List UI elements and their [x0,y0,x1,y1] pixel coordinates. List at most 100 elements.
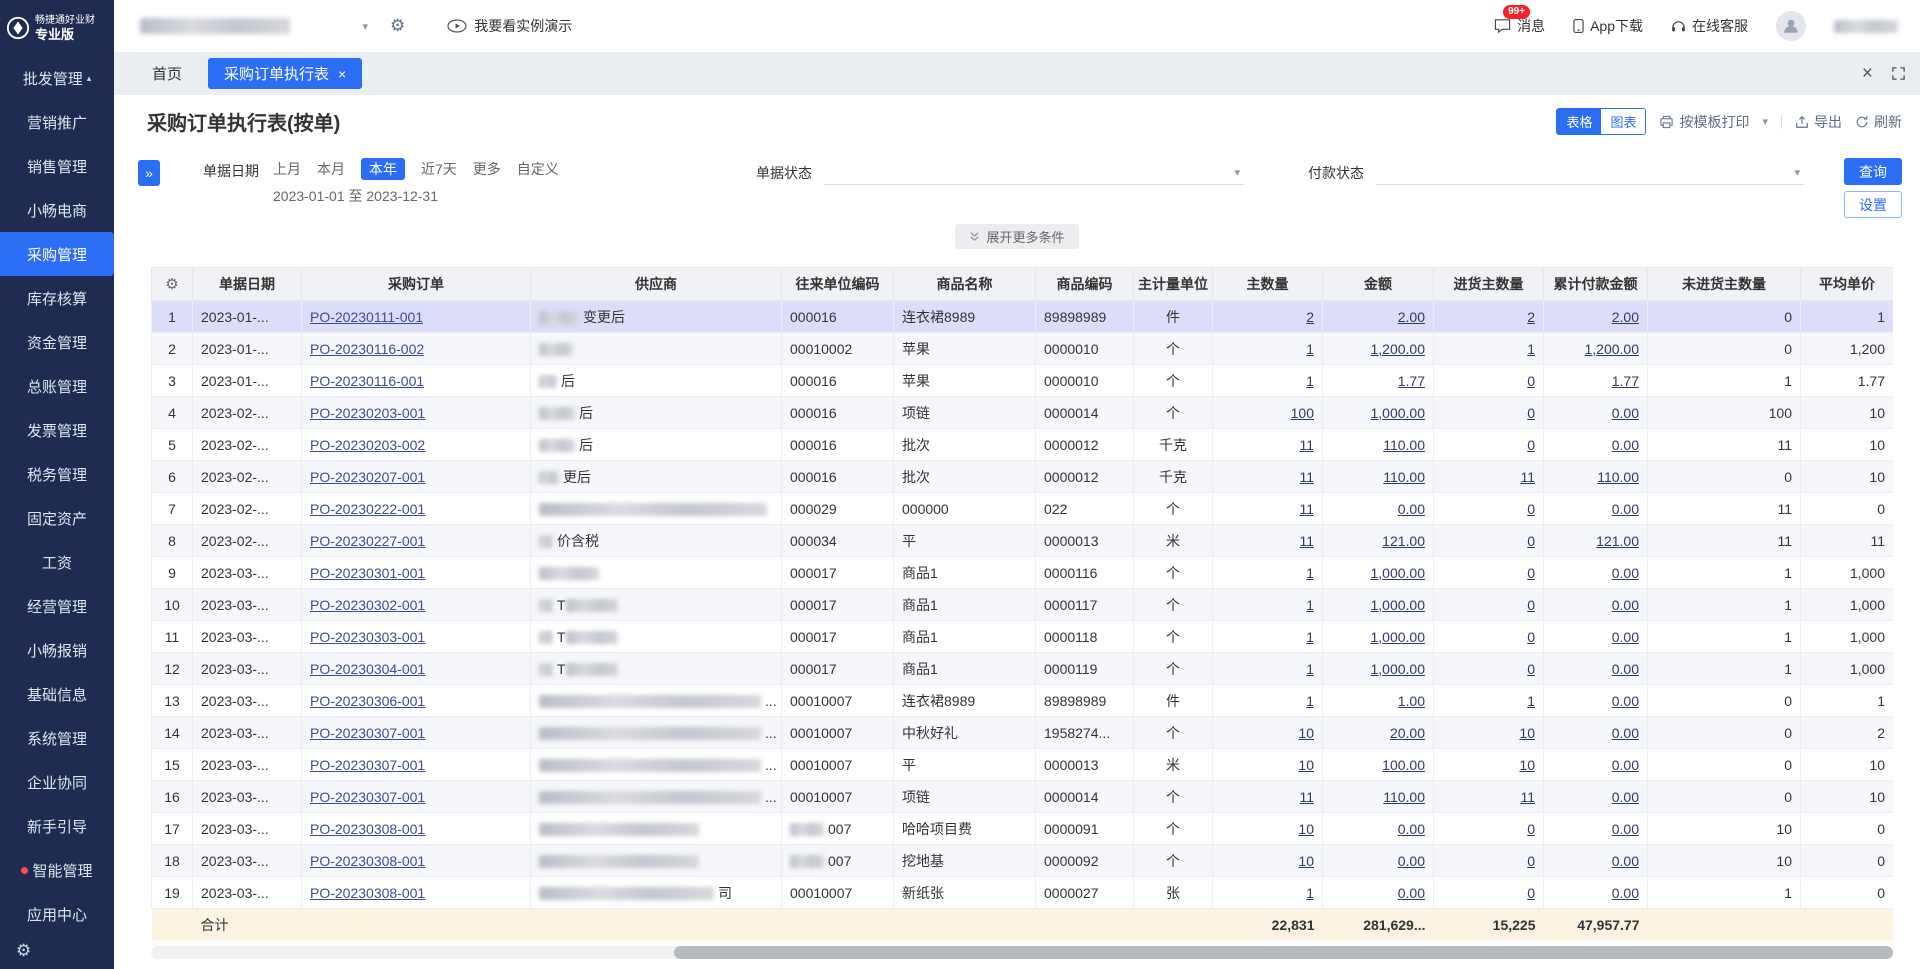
cell-qty-link[interactable]: 11 [1299,532,1314,549]
cell-qty-link[interactable]: 1 [1306,340,1314,357]
table-row-7[interactable]: 7 2023-02-... PO-20230222-001 000029 000000 0… [151,492,1893,525]
sidebar-item-system[interactable]: 系统管理 [0,716,114,760]
cell-qty-link[interactable]: 1 [1306,660,1314,677]
cell-paid-amount-link[interactable]: 0.00 [1611,660,1639,677]
fullscreen-icon[interactable] [1891,66,1906,81]
cell-in-qty-link[interactable]: 0 [1527,596,1535,613]
cell-paid-amount-link[interactable]: 0.00 [1611,788,1639,805]
sidebar-item-marketing[interactable]: 营销推广 [0,100,114,144]
expand-more-button[interactable]: 展开更多条件 [955,224,1079,249]
table-row-6[interactable]: 6 2023-02-... PO-20230207-001 更后 000016 批次 000… [151,460,1893,493]
cell-qty-link[interactable]: 2 [1306,308,1314,325]
column-header-12[interactable]: 平均单价 [1800,267,1893,301]
cell-amount-link[interactable]: 1,200.00 [1370,340,1426,357]
cell-in-qty-link[interactable]: 0 [1527,820,1535,837]
cell-paid-amount-link[interactable]: 0.00 [1611,404,1639,421]
print-template-button[interactable]: 按模板打印 [1659,112,1749,132]
po-link[interactable]: PO-20230207-001 [310,468,426,485]
cell-in-qty-link[interactable]: 2 [1527,308,1535,325]
cell-amount-link[interactable]: 110.00 [1383,436,1425,453]
table-row-19[interactable]: 19 2023-03-... PO-20230308-001 司 00010007 新纸张… [151,876,1893,909]
cell-in-qty-link[interactable]: 10 [1519,724,1535,741]
date-option-5[interactable]: 自定义 [516,161,559,177]
table-row-18[interactable]: 18 2023-03-... PO-20230308-001 007 挖地基 000009… [151,844,1893,877]
date-range-value[interactable]: 2023-01-01 至 2023-12-31 [273,188,439,204]
cell-amount-link[interactable]: 1.00 [1397,692,1425,709]
refresh-button[interactable]: 刷新 [1855,112,1902,132]
cell-paid-amount-link[interactable]: 1.77 [1611,372,1639,389]
table-row-15[interactable]: 15 2023-03-... PO-20230307-001... 00010007 平… [151,748,1893,781]
cell-amount-link[interactable]: 100.00 [1382,756,1425,773]
date-option-1[interactable]: 本月 [317,161,345,177]
table-row-11[interactable]: 11 2023-03-... PO-20230303-001 T 000017 商品1 00… [151,620,1893,653]
cell-paid-amount-link[interactable]: 110.00 [1597,468,1639,485]
cell-amount-link[interactable]: 1.77 [1397,372,1425,389]
cell-in-qty-link[interactable]: 1 [1527,340,1535,357]
cell-paid-amount-link[interactable]: 2.00 [1611,308,1639,325]
cell-paid-amount-link[interactable]: 0.00 [1611,596,1639,613]
cell-paid-amount-link[interactable]: 0.00 [1611,564,1639,581]
column-header-0[interactable]: 单据日期 [192,267,302,301]
cell-qty-link[interactable]: 1 [1306,884,1314,901]
table-row-13[interactable]: 13 2023-03-... PO-20230306-001... 00010007 连… [151,684,1893,717]
cell-amount-link[interactable]: 2.00 [1397,308,1425,325]
po-link[interactable]: PO-20230301-001 [310,564,426,581]
cell-amount-link[interactable]: 0.00 [1397,500,1425,517]
po-link[interactable]: PO-20230304-001 [310,660,426,677]
cell-amount-link[interactable]: 20.00 [1389,724,1425,741]
tab-home[interactable]: 首页 [136,58,198,89]
column-header-3[interactable]: 往来单位编码 [781,267,894,301]
table-row-17[interactable]: 17 2023-03-... PO-20230308-001 007 哈哈项目费 0000… [151,812,1893,845]
po-link[interactable]: PO-20230116-001 [310,372,425,389]
po-link[interactable]: PO-20230203-001 [310,404,426,421]
export-button[interactable]: 导出 [1795,112,1842,132]
tab-close-icon[interactable]: × [338,65,347,82]
cell-in-qty-link[interactable]: 0 [1527,404,1535,421]
sidebar-item-collaboration[interactable]: 企业协同 [0,760,114,804]
avatar[interactable] [1776,11,1806,41]
cell-in-qty-link[interactable]: 0 [1527,884,1535,901]
cell-in-qty-link[interactable]: 0 [1527,500,1535,517]
scrollbar-thumb[interactable] [673,946,1893,959]
column-header-6[interactable]: 主计量单位 [1133,267,1213,301]
column-header-1[interactable]: 采购订单 [301,267,531,301]
sidebar-item-expense[interactable]: 小畅报销 [0,628,114,672]
column-header-4[interactable]: 商品名称 [893,267,1036,301]
cell-in-qty-link[interactable]: 0 [1527,372,1535,389]
po-link[interactable]: PO-20230116-002 [310,340,425,357]
search-button[interactable]: 查询 [1844,158,1902,185]
org-selector[interactable]: ▾ [140,18,368,34]
po-link[interactable]: PO-20230307-001 [310,756,426,773]
online-service-button[interactable]: 在线客服 [1671,16,1748,36]
app-download-button[interactable]: App下载 [1573,16,1643,36]
column-header-5[interactable]: 商品编码 [1035,267,1134,301]
messages-button[interactable]: 99+ 消息 [1494,5,1545,36]
date-option-2[interactable]: 本年 [361,158,405,180]
table-row-12[interactable]: 12 2023-03-... PO-20230304-001 T 000017 商品1 00… [151,652,1893,685]
table-row-14[interactable]: 14 2023-03-... PO-20230307-001... 00010007 中… [151,716,1893,749]
sidebar-item-smart[interactable]: 智能管理 [0,848,114,892]
settings-button[interactable]: 设置 [1844,191,1902,218]
view-chart-button[interactable]: 图表 [1601,109,1646,134]
sidebar-item-basic-info[interactable]: 基础信息 [0,672,114,716]
po-link[interactable]: PO-20230203-002 [310,436,426,453]
cell-qty-link[interactable]: 1 [1306,596,1314,613]
po-link[interactable]: PO-20230111-001 [310,308,424,325]
column-header-7[interactable]: 主数量 [1212,267,1323,301]
po-link[interactable]: PO-20230307-001 [310,724,426,741]
close-all-tabs-icon[interactable]: × [1861,63,1873,84]
date-option-4[interactable]: 更多 [472,161,501,177]
cell-qty-link[interactable]: 10 [1298,724,1314,741]
cell-amount-link[interactable]: 1,000.00 [1370,628,1426,645]
column-header-10[interactable]: 累计付款金额 [1543,267,1648,301]
print-dropdown-chevron-icon[interactable]: ▾ [1762,116,1768,128]
table-row-1[interactable]: 1 2023-01-... PO-20230111-001 变更后 000016 连衣裙8… [151,300,1893,333]
cell-paid-amount-link[interactable]: 0.00 [1611,884,1639,901]
cell-in-qty-link[interactable]: 0 [1527,532,1535,549]
cell-amount-link[interactable]: 110.00 [1383,788,1425,805]
table-row-3[interactable]: 3 2023-01-... PO-20230116-001 后 000016 苹果 0000… [151,364,1893,397]
cell-amount-link[interactable]: 1,000.00 [1370,404,1426,421]
cell-in-qty-link[interactable]: 0 [1527,660,1535,677]
table-row-5[interactable]: 5 2023-02-... PO-20230203-002 后 000016 批次 0000… [151,428,1893,461]
po-link[interactable]: PO-20230227-001 [310,532,426,549]
